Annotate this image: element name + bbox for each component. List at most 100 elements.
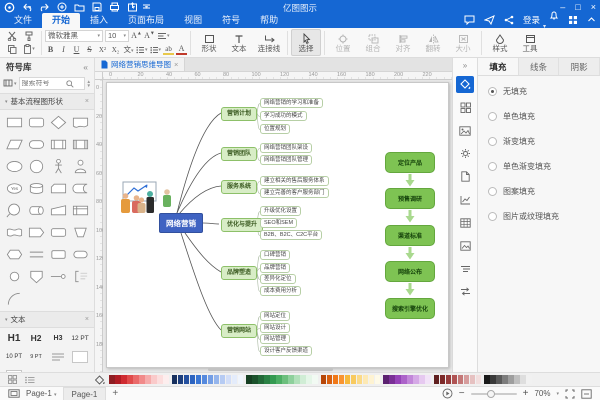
color-swatch[interactable] [463,375,469,384]
text-direction-button[interactable]: 文▾ [123,45,134,54]
mindmap-leaf[interactable]: 网站定位 [260,311,291,321]
shape-multi-process[interactable] [69,134,91,155]
select-button[interactable]: 选择 [291,29,322,56]
shape-terminator[interactable] [25,134,47,155]
tab-help[interactable]: 帮助 [260,15,279,25]
text-style-h1[interactable]: H1 [7,332,21,344]
shape-parallelogram[interactable] [3,134,25,155]
image-icon[interactable] [456,122,474,139]
mindmap-leaf[interactable]: 网络营销的学习和准备 [260,98,324,108]
text-style-textbox[interactable] [69,349,91,365]
tab-insert[interactable]: 插入 [90,15,109,25]
document-tab[interactable]: 网络营销思维导图 × [95,58,186,71]
color-swatch[interactable] [413,375,419,384]
shape-internal-storage[interactable] [69,200,91,221]
color-swatch[interactable] [344,375,350,384]
mindmap-branch[interactable]: 服务系统 [221,180,258,194]
color-swatch[interactable] [425,375,431,384]
mindmap-leaf[interactable]: SEO和SEM [260,218,298,228]
decrease-font-icon[interactable]: A▼ [144,31,155,40]
connector-button[interactable]: 连接线 [254,29,284,56]
color-swatch[interactable] [332,375,338,384]
mindmap-leaf[interactable]: 差异化定位 [260,274,296,284]
collapse-panel-icon[interactable]: « [83,62,88,72]
flow-step[interactable]: 预售调研 [385,188,435,209]
color-swatch[interactable] [439,375,445,384]
tab-symbols[interactable]: 符号 [222,15,241,25]
mindmap-leaf[interactable]: B2B、B2C、C2C平台 [260,230,323,240]
symbol-list-view-icon[interactable] [25,376,35,384]
color-swatch[interactable] [401,375,407,384]
format-painter-icon[interactable] [24,31,34,42]
shape-diamond[interactable] [47,112,69,133]
mindmap-leaf[interactable]: 学习成功的模式 [260,111,307,121]
align-button[interactable]: 对齐 [388,29,418,56]
text-style-h2[interactable]: H2 [30,333,42,343]
cut-icon[interactable] [7,31,17,42]
shape-wave[interactable] [3,222,25,243]
fit-page-icon[interactable] [581,388,592,399]
copy-icon[interactable] [7,44,17,55]
highlight-color-button[interactable]: ab [163,45,175,55]
fill-style-icon[interactable] [456,76,474,93]
shape-home-plate-down[interactable] [25,266,47,287]
color-swatch[interactable] [225,375,231,384]
section-text[interactable]: ▾ 文本 × [0,311,94,328]
chart-icon[interactable] [456,191,474,208]
color-swatch[interactable] [419,375,425,384]
color-swatch[interactable] [490,375,496,384]
section-basic-flowchart-shapes[interactable]: ▾ 基本流程图形状 × [0,93,94,110]
shape-button[interactable]: 形状 [194,29,224,56]
bold-button[interactable]: B [47,45,54,54]
settings-gear-icon[interactable] [456,145,474,162]
mindmap-branch[interactable]: 营销计划 [221,107,258,121]
color-swatch[interactable] [207,375,213,384]
mindmap-branch[interactable]: 营销网站 [221,324,258,338]
font-family-select[interactable]: 微软雅黑 ▾ [45,29,103,42]
tab-view[interactable]: 视图 [184,15,203,25]
table-icon[interactable] [456,214,474,231]
color-swatch[interactable] [520,375,526,384]
shape-signpost[interactable] [25,222,47,243]
mindmap-leaf[interactable]: 口碑营销 [260,250,291,260]
flow-step[interactable]: 定位产品 [385,152,435,173]
expand-panel-icon[interactable]: » [462,60,468,70]
text-style-h3[interactable]: H3 [53,334,63,342]
color-swatch[interactable] [383,375,389,384]
notification-bell-icon[interactable]: ▾ [543,10,559,30]
shape-arc[interactable] [3,288,25,309]
text-style-12pt[interactable]: 12 PT [71,334,89,342]
mindmap-leaf[interactable]: 网站管理 [260,334,291,344]
color-swatch[interactable] [270,375,276,384]
open-file-icon[interactable] [74,2,85,13]
apps-grid-icon[interactable] [568,15,578,25]
mindmap-leaf[interactable]: 成本费用分析 [260,286,302,296]
minimize-button[interactable]: – [560,2,566,12]
color-swatch[interactable] [484,375,490,384]
text-style-paragraph[interactable] [47,349,69,365]
export-icon[interactable]: ▾ [127,2,138,13]
italic-button[interactable]: I [62,45,65,54]
zoom-dropdown-icon[interactable]: ▾ [556,390,559,397]
color-swatch[interactable] [306,375,312,384]
color-swatch[interactable] [127,375,133,384]
color-swatch[interactable] [139,375,145,384]
text-button[interactable]: 文本 [224,29,254,56]
shape-person[interactable] [47,156,69,177]
shape-stored-data[interactable] [69,178,91,199]
shape-hexagon[interactable] [3,244,25,265]
shape-annotation[interactable] [69,266,91,287]
color-swatch[interactable] [407,375,413,384]
mindmap-branch[interactable]: 优化与提升 [221,218,264,232]
flip-button[interactable]: 翻转 [418,29,448,56]
subscript-button[interactable]: X₂ [111,45,120,54]
mindmap-leaf[interactable]: 建立完善的客户服务部门 [260,188,329,198]
color-swatch[interactable] [183,375,189,384]
mindmap-leaf[interactable]: 网络营销团队管理 [260,155,313,165]
mindmap-leaf[interactable]: 位置规划 [260,124,291,134]
zoom-slider[interactable] [470,389,517,398]
color-swatch[interactable] [368,375,374,384]
color-swatch[interactable] [508,375,514,384]
outline-icon[interactable] [456,260,474,277]
save-icon[interactable] [92,2,102,13]
